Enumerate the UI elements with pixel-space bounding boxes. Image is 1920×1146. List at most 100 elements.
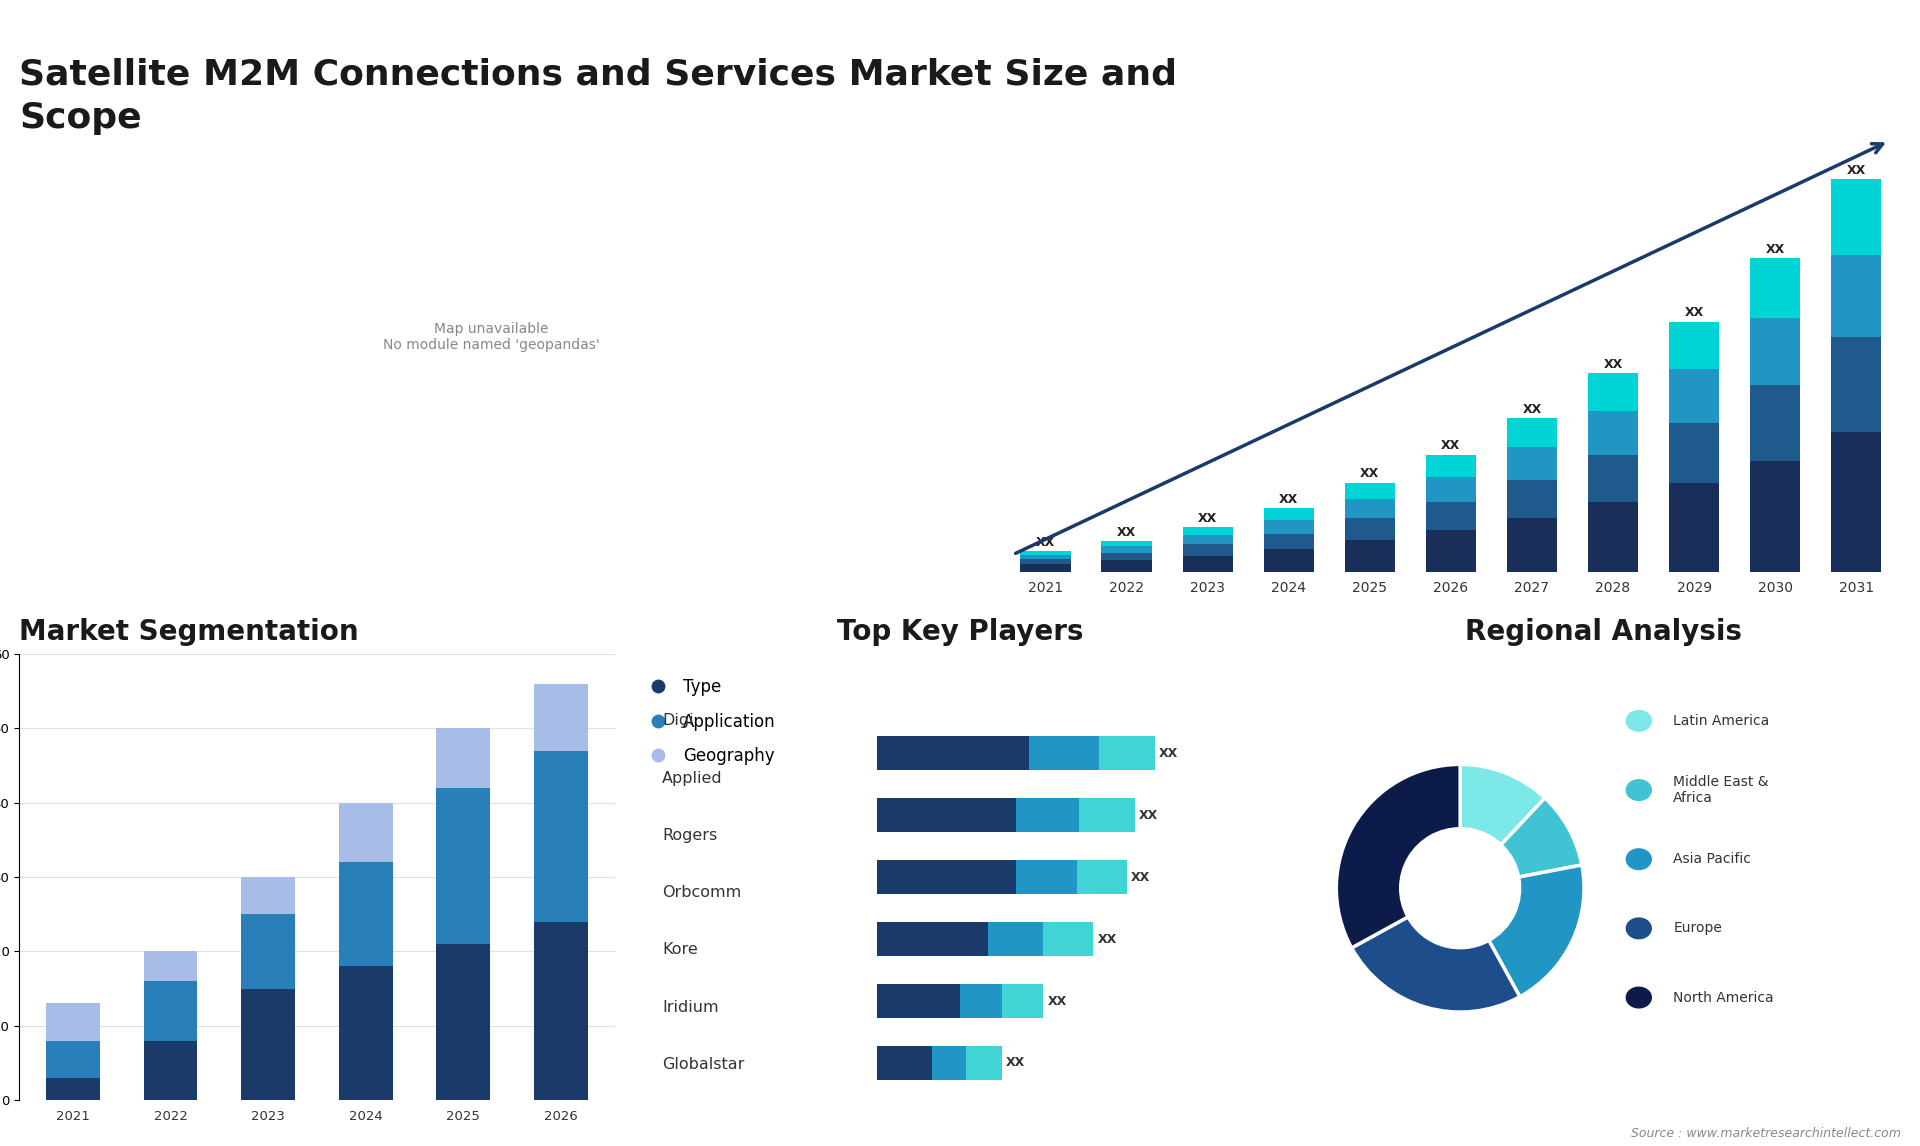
Bar — [1668, 369, 1718, 423]
Bar — [1344, 499, 1396, 518]
Bar — [1668, 322, 1718, 369]
Bar — [1588, 502, 1638, 572]
Text: XX: XX — [1158, 747, 1179, 760]
Text: XX: XX — [1603, 358, 1622, 371]
Text: Source : www.marketresearchintellect.com: Source : www.marketresearchintellect.com — [1630, 1128, 1901, 1140]
Bar — [1183, 535, 1233, 544]
Text: XX: XX — [1684, 306, 1703, 319]
Text: XX: XX — [1131, 871, 1150, 884]
Bar — [436, 944, 490, 1100]
Title: Top Key Players: Top Key Players — [837, 618, 1083, 646]
Text: XX: XX — [1139, 809, 1158, 822]
Text: XX: XX — [1279, 493, 1298, 505]
Bar — [1832, 256, 1882, 337]
Text: XX: XX — [1847, 164, 1866, 176]
Bar — [1832, 432, 1882, 572]
Text: XX: XX — [1117, 526, 1137, 539]
Bar — [877, 860, 1016, 894]
Text: XX: XX — [1098, 933, 1117, 945]
Bar — [144, 1041, 198, 1100]
Bar — [1668, 482, 1718, 572]
Text: XX: XX — [1766, 243, 1786, 256]
Bar — [1588, 455, 1638, 502]
Text: XX: XX — [1037, 536, 1056, 549]
Bar — [1507, 418, 1557, 447]
Bar — [144, 981, 198, 1041]
Bar — [877, 798, 1016, 832]
Bar — [1002, 984, 1043, 1018]
Text: Latin America: Latin America — [1674, 714, 1770, 728]
Bar — [1029, 736, 1098, 770]
Bar — [1183, 527, 1233, 535]
Wedge shape — [1488, 865, 1584, 997]
Bar — [144, 951, 198, 981]
Bar — [436, 787, 490, 944]
Text: XX: XX — [1048, 995, 1068, 1007]
Bar — [1507, 480, 1557, 518]
Bar — [1832, 337, 1882, 432]
Bar — [933, 1046, 966, 1080]
Text: Applied: Applied — [662, 770, 724, 786]
Bar — [1102, 547, 1152, 552]
Text: Globalstar: Globalstar — [662, 1057, 745, 1072]
Bar — [1263, 534, 1313, 549]
Bar — [1263, 509, 1313, 520]
Bar — [1588, 411, 1638, 455]
Bar — [1668, 423, 1718, 482]
Bar — [1183, 556, 1233, 572]
Bar — [1427, 477, 1476, 502]
Bar — [1020, 555, 1071, 559]
Wedge shape — [1352, 917, 1521, 1012]
Text: XX: XX — [1198, 512, 1217, 525]
Text: Rogers: Rogers — [662, 827, 718, 843]
Bar — [534, 751, 588, 921]
Bar — [1507, 518, 1557, 572]
Bar — [242, 877, 296, 915]
Bar — [877, 984, 960, 1018]
Wedge shape — [1336, 764, 1461, 948]
Bar — [1344, 540, 1396, 572]
Bar — [1427, 502, 1476, 531]
Text: Digi: Digi — [662, 714, 693, 729]
Text: Map unavailable
No module named 'geopandas': Map unavailable No module named 'geopand… — [384, 322, 599, 353]
Bar — [987, 923, 1043, 956]
Bar — [1263, 549, 1313, 572]
Bar — [534, 684, 588, 751]
Bar — [242, 989, 296, 1100]
Bar — [46, 1041, 100, 1078]
Text: North America: North America — [1674, 990, 1774, 1005]
Bar — [242, 915, 296, 989]
Bar — [338, 802, 392, 862]
Text: XX: XX — [1359, 468, 1379, 480]
Wedge shape — [1501, 798, 1582, 877]
Bar — [1263, 520, 1313, 534]
Text: Orbcomm: Orbcomm — [662, 885, 741, 900]
Bar — [534, 921, 588, 1100]
Bar — [1016, 860, 1077, 894]
Bar — [1427, 531, 1476, 572]
Bar — [338, 966, 392, 1100]
Bar — [1043, 923, 1092, 956]
Bar — [1507, 447, 1557, 480]
Bar — [1344, 518, 1396, 540]
Bar — [966, 1046, 1002, 1080]
Bar — [960, 984, 1002, 1018]
Bar — [877, 736, 1029, 770]
Bar — [1102, 560, 1152, 572]
Bar — [1183, 544, 1233, 556]
Bar — [1102, 541, 1152, 547]
Text: Asia Pacific: Asia Pacific — [1674, 853, 1751, 866]
Bar — [1098, 736, 1154, 770]
Bar — [1749, 258, 1801, 319]
Bar — [1749, 385, 1801, 461]
Bar — [1102, 552, 1152, 560]
Bar — [877, 923, 987, 956]
Bar — [1749, 319, 1801, 385]
Bar — [1749, 461, 1801, 572]
Text: Kore: Kore — [662, 942, 699, 957]
Text: Market Segmentation: Market Segmentation — [19, 618, 359, 646]
Title: Regional Analysis: Regional Analysis — [1465, 618, 1741, 646]
Bar — [1079, 798, 1135, 832]
Text: Middle East &
Africa: Middle East & Africa — [1674, 775, 1768, 806]
Bar — [1016, 798, 1079, 832]
